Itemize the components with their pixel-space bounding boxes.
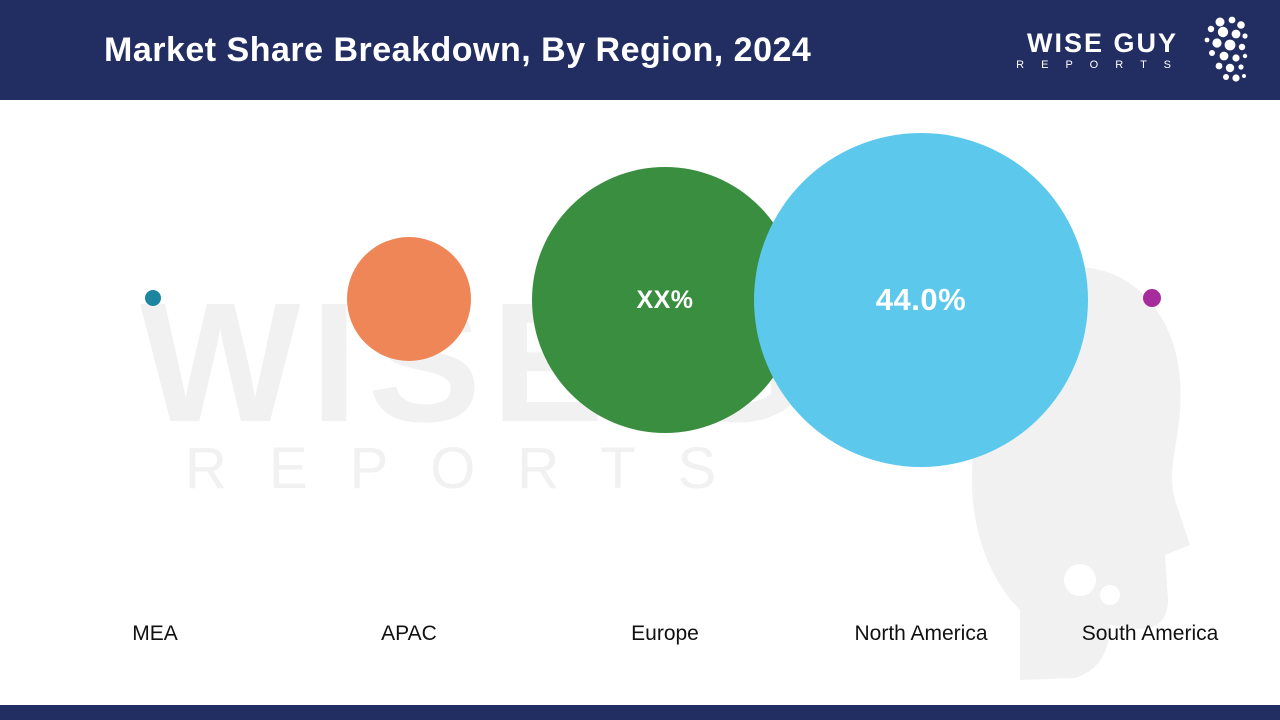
- bubble-value-label-europe: XX%: [636, 285, 694, 314]
- category-label-apac: APAC: [381, 622, 437, 645]
- watermark-reports-text: REPORTS: [185, 436, 759, 501]
- category-label-europe: Europe: [631, 622, 699, 645]
- page-title: Market Share Breakdown, By Region, 2024: [104, 30, 812, 69]
- bubble-south-america: [1143, 289, 1161, 307]
- bubble-apac: [347, 237, 471, 361]
- bubble-mea: [145, 290, 161, 306]
- bubble-north-america: 44.0%: [754, 133, 1088, 467]
- footer-bar: [0, 705, 1280, 720]
- category-label-south-america: South America: [1081, 622, 1219, 645]
- brand-logo: WISE GUY R E P O R T S: [1016, 14, 1250, 86]
- brand-subname: R E P O R T S: [1016, 59, 1178, 72]
- bubble-chart: WISE GUY REPORTS XX%44.0% MEAAPACEuropeN…: [0, 100, 1280, 706]
- category-label-north-america: North America: [854, 622, 988, 645]
- bubble-value-label-north-america: 44.0%: [875, 282, 967, 317]
- dotted-head-icon: [1204, 16, 1248, 82]
- category-label-mea: MEA: [132, 622, 178, 645]
- header: Market Share Breakdown, By Region, 2024 …: [0, 0, 1280, 100]
- bubble-europe: XX%: [532, 167, 798, 433]
- brand-logo-text: WISE GUY R E P O R T S: [1016, 27, 1178, 72]
- brand-name: WISE GUY: [1026, 27, 1178, 58]
